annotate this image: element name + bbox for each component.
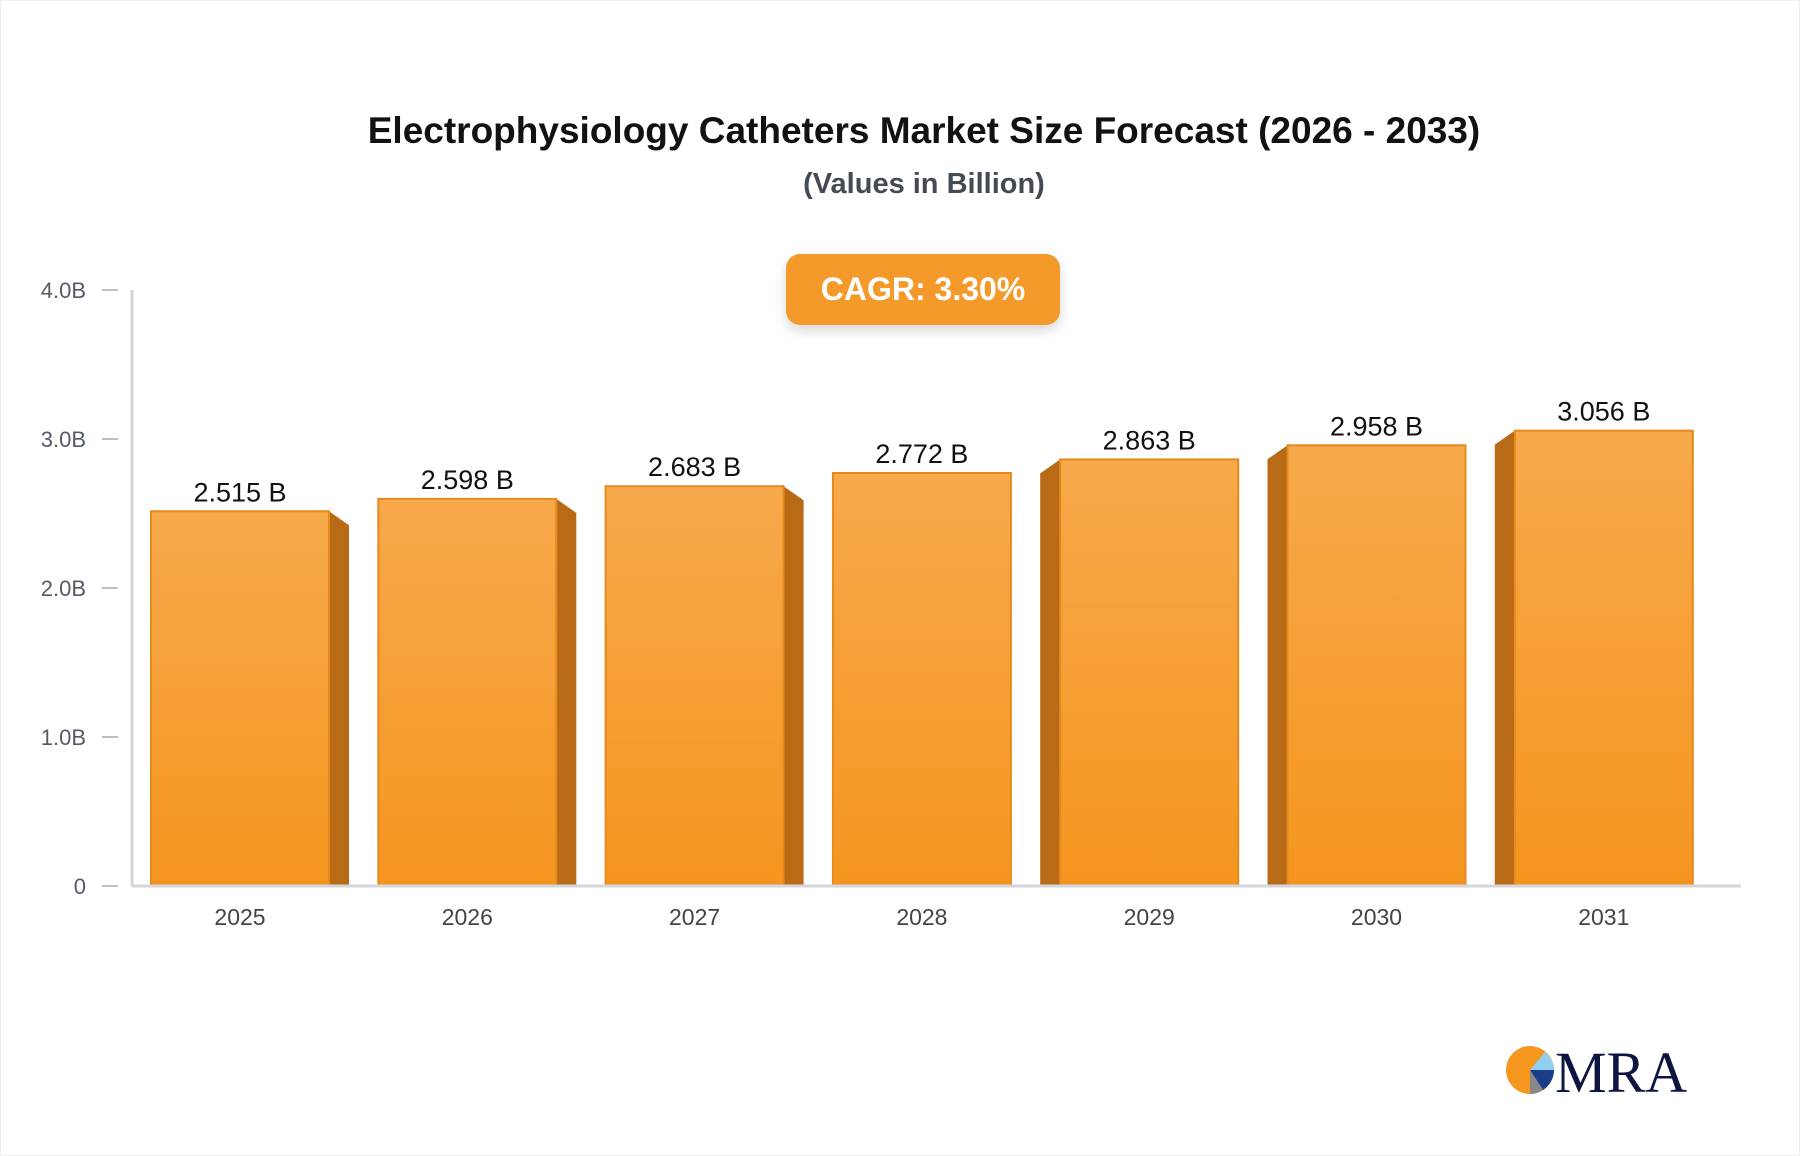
x-tick-label: 2027 — [669, 904, 720, 930]
bar — [150, 510, 330, 887]
bar-side — [329, 511, 349, 886]
x-tick-label: 2029 — [1124, 904, 1175, 930]
bar — [1513, 429, 1694, 887]
y-tick-label: 1.0B — [41, 725, 86, 750]
y-tick-label: 2.0B — [41, 576, 86, 601]
x-tick-label: 2028 — [896, 904, 947, 930]
bar-side — [783, 486, 804, 886]
logo-text: MRA — [1555, 1040, 1687, 1100]
data-label: 2.598 B — [421, 465, 514, 495]
data-label: 2.515 B — [193, 477, 286, 507]
bar — [377, 497, 558, 887]
y-tick-label: 0 — [74, 874, 86, 899]
x-tick-label: 2026 — [442, 904, 493, 930]
y-tick-label: 3.0B — [41, 427, 86, 452]
data-label: 2.863 B — [1103, 425, 1196, 455]
cagr-badge: CAGR: 3.30% — [786, 254, 1060, 325]
x-tick-label: 2030 — [1351, 904, 1402, 930]
mra-logo: MRA — [1505, 1040, 1695, 1100]
bar-side — [556, 498, 577, 886]
data-label: 2.772 B — [875, 439, 968, 469]
bar — [604, 485, 785, 887]
bar-side — [1040, 459, 1061, 886]
data-label: 2.683 B — [648, 452, 741, 482]
x-tick-label: 2031 — [1578, 904, 1629, 930]
chart-subtitle: (Values in Billion) — [803, 168, 1045, 200]
bar — [1286, 444, 1467, 887]
x-tick-label: 2025 — [214, 904, 265, 930]
bar — [831, 471, 1012, 887]
y-tick-label: 4.0B — [41, 278, 86, 303]
chart-title: Electrophysiology Catheters Market Size … — [367, 110, 1481, 151]
bar-side — [1267, 445, 1288, 886]
data-label: 2.958 B — [1330, 411, 1423, 441]
data-label: 3.056 B — [1557, 397, 1650, 427]
bar — [1059, 458, 1240, 887]
bar-side — [1494, 430, 1515, 886]
